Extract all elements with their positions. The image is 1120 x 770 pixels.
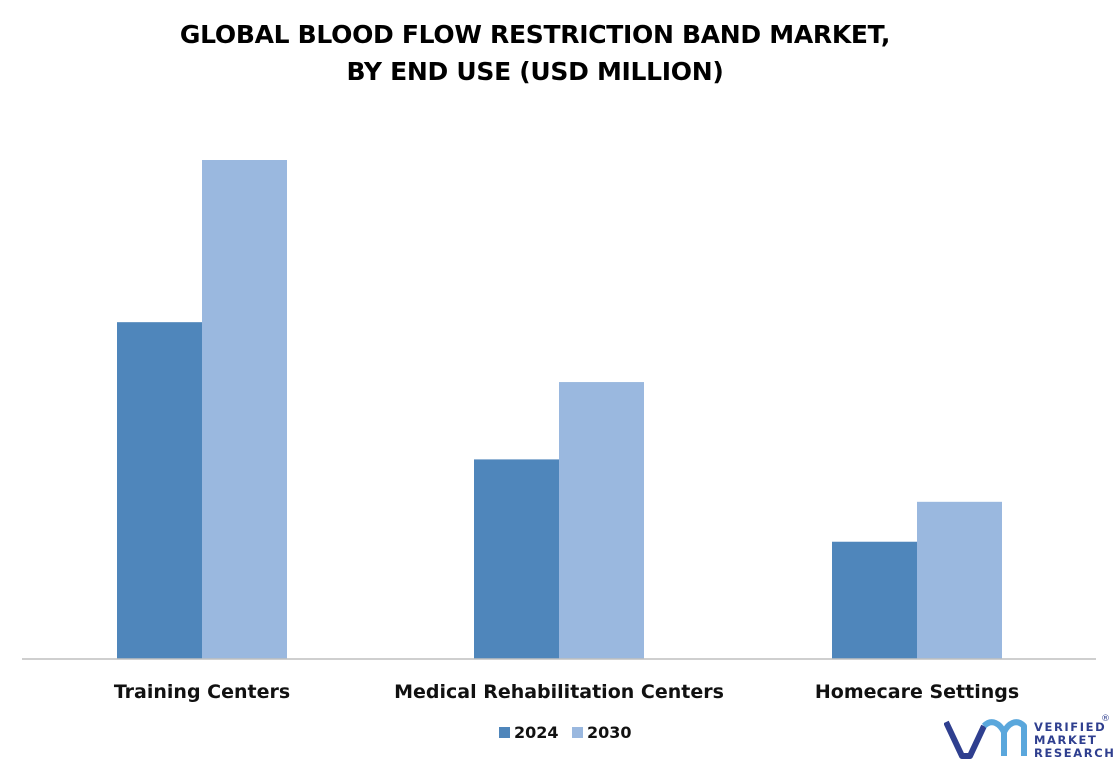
- registered-mark: ®: [1101, 714, 1110, 724]
- chart-title-line-2: BY END USE (USD MILLION): [346, 57, 724, 86]
- vmr-logo-icon: [944, 719, 1027, 759]
- bar-2024-medical-rehabilitation-centers: [474, 459, 559, 659]
- legend: 2024 2030: [499, 723, 632, 742]
- bar-2030-medical-rehabilitation-centers: [559, 382, 644, 659]
- bar-group: [117, 160, 1002, 659]
- logo-line-2: MARKET: [1034, 733, 1098, 747]
- x-tick-label: Homecare Settings: [815, 681, 1019, 703]
- vmr-logo-text: VERIFIED MARKET RESEARCH: [1034, 721, 1115, 760]
- chart-title: GLOBAL BLOOD FLOW RESTRICTION BAND MARKE…: [0, 16, 1070, 90]
- logo-line-3: RESEARCH: [1034, 746, 1116, 760]
- bar-2030-homecare-settings: [917, 501, 1002, 659]
- bar-2030-training-centers: [202, 160, 287, 659]
- legend-swatch-2024: [499, 727, 510, 738]
- chart-title-line-1: GLOBAL BLOOD FLOW RESTRICTION BAND MARKE…: [179, 20, 891, 49]
- x-tick-label: Training Centers: [114, 681, 290, 703]
- logo-line-1: VERIFIED: [1034, 720, 1107, 734]
- bar-2024-training-centers: [117, 322, 202, 659]
- x-axis-labels: Training Centers Medical Rehabilitation C…: [114, 681, 1019, 703]
- bar-2024-homecare-settings: [832, 541, 917, 659]
- x-tick-label: Medical Rehabilitation Centers: [394, 681, 724, 703]
- legend-swatch-2030: [572, 727, 583, 738]
- legend-label-2024: 2024: [514, 723, 559, 742]
- legend-label-2030: 2030: [587, 723, 632, 742]
